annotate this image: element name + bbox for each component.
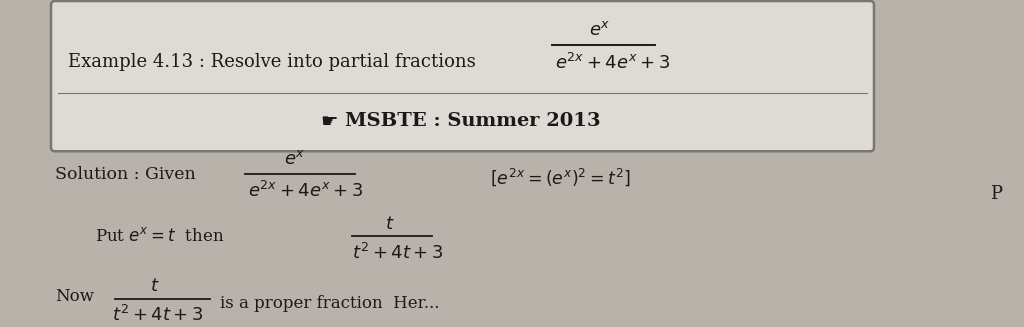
Text: P: P — [990, 185, 1002, 203]
Text: $t$: $t$ — [151, 277, 160, 295]
Text: $t^{2}+4t+3$: $t^{2}+4t+3$ — [112, 304, 204, 324]
Text: $e^{x}$: $e^{x}$ — [589, 21, 610, 39]
Text: Put $e^{x}=t$  then: Put $e^{x}=t$ then — [95, 227, 224, 245]
Text: $e^{2x}+4e^{x}+3$: $e^{2x}+4e^{x}+3$ — [555, 53, 671, 73]
Text: Solution : Given: Solution : Given — [55, 166, 196, 183]
Text: $e^{2x}+4e^{x}+3$: $e^{2x}+4e^{x}+3$ — [248, 181, 364, 201]
Text: $t$: $t$ — [385, 215, 395, 233]
FancyBboxPatch shape — [51, 1, 874, 151]
Text: ☛: ☛ — [319, 112, 338, 131]
Text: Now: Now — [55, 288, 94, 305]
Text: MSBTE : Summer 2013: MSBTE : Summer 2013 — [345, 112, 601, 130]
Text: $t^{2}+4t+3$: $t^{2}+4t+3$ — [352, 243, 443, 263]
Text: $[e^{2x}=(e^{x})^{2}=t^{2}]$: $[e^{2x}=(e^{x})^{2}=t^{2}]$ — [490, 166, 631, 188]
Text: is a proper fraction  Her...: is a proper fraction Her... — [220, 295, 439, 312]
Text: Example 4.13 : Resolve into partial fractions: Example 4.13 : Resolve into partial frac… — [68, 53, 476, 71]
Text: $e^{x}$: $e^{x}$ — [285, 150, 306, 168]
